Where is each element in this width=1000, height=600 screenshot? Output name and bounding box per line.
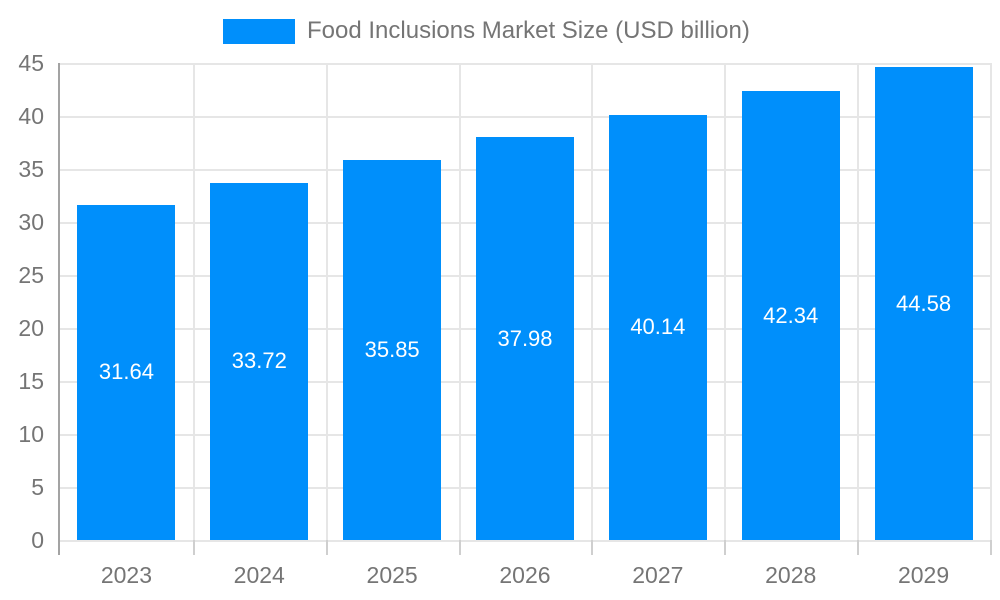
- x-axis-tick: [325, 540, 328, 555]
- x-axis-tick-label: 2026: [499, 562, 551, 588]
- x-axis-tick-label: 2027: [632, 562, 684, 588]
- bar-2027[interactable]: [608, 114, 707, 540]
- y-axis-tick-label: 40: [18, 103, 44, 129]
- legend-item[interactable]: Food Inclusions Market Size (USD billion…: [223, 17, 750, 45]
- y-gridline: [60, 116, 990, 118]
- x-axis-tick: [458, 540, 461, 555]
- y-gridline: [60, 63, 990, 65]
- bar-2028[interactable]: [741, 91, 840, 540]
- x-gridline: [325, 63, 328, 540]
- y-axis-tick-label: 10: [18, 421, 44, 447]
- plot-area: 31.64 33.72 35.85 37.98 40.14 42.34 44.58: [58, 63, 992, 555]
- x-axis-tick-label: 2029: [897, 562, 950, 588]
- x-gridline: [591, 63, 594, 540]
- y-axis-tick-label: 25: [18, 262, 44, 288]
- bar-2024[interactable]: [210, 182, 309, 540]
- y-axis-tick-label: 15: [18, 368, 44, 394]
- x-axis-tick-label: 2025: [366, 562, 418, 588]
- y-axis-tick-label: 5: [31, 474, 44, 500]
- y-gridline: [60, 540, 990, 542]
- x-gridline: [857, 63, 860, 540]
- bar-2026[interactable]: [476, 137, 574, 540]
- x-gridline: [458, 63, 461, 540]
- bar-2029[interactable]: [874, 67, 973, 540]
- legend-series-label: Food Inclusions Market Size (USD billion…: [307, 17, 750, 44]
- bar-2025[interactable]: [343, 159, 442, 540]
- y-axis-line: [58, 63, 60, 555]
- x-axis-tick: [724, 540, 727, 555]
- y-axis-tick-label: 35: [18, 156, 44, 182]
- x-gridline: [990, 63, 992, 540]
- y-axis-tick-label: 0: [31, 527, 44, 553]
- x-axis-tick-label: 2023: [100, 562, 152, 588]
- y-axis-tick-label: 20: [18, 315, 44, 341]
- x-axis-tick: [857, 540, 860, 555]
- x-gridline: [724, 63, 727, 540]
- y-axis-tick-label: 30: [18, 209, 44, 235]
- x-gridline: [192, 63, 195, 540]
- x-axis-tick-label: 2028: [765, 562, 817, 588]
- x-axis-tick: [192, 540, 195, 555]
- y-axis-tick-label: 45: [18, 50, 44, 76]
- bar-2023[interactable]: [77, 204, 176, 540]
- x-axis-tick: [990, 540, 992, 555]
- x-axis-tick: [591, 540, 594, 555]
- legend-series-swatch: [223, 18, 295, 44]
- x-axis-tick-label: 2024: [233, 562, 285, 588]
